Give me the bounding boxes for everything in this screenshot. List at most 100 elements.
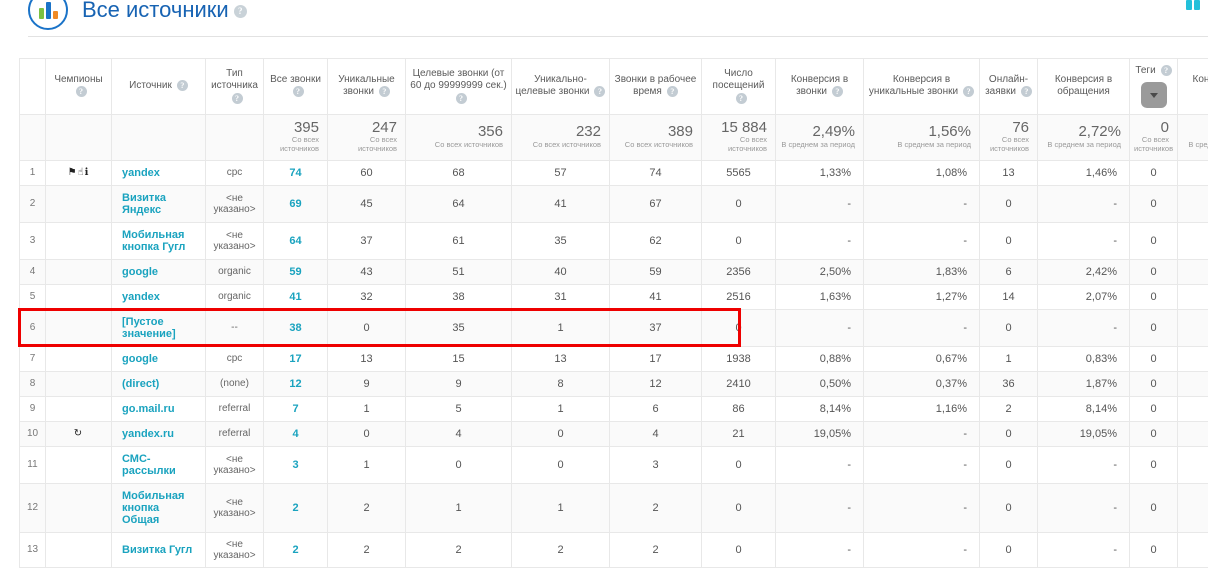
all-calls-cell[interactable]: 17 <box>264 346 328 371</box>
source-link[interactable]: yandex <box>122 291 160 303</box>
source-link[interactable]: google <box>122 353 158 365</box>
all-calls-value[interactable]: 59 <box>289 266 301 278</box>
source-link[interactable]: google <box>122 266 158 278</box>
champions-cell[interactable] <box>46 396 112 421</box>
all-calls-cell[interactable]: 38 <box>264 309 328 346</box>
all-calls-value[interactable]: 64 <box>289 235 301 247</box>
source-cell[interactable]: Мобильная кнопка Общая <box>112 483 206 532</box>
all-calls-value[interactable]: 2 <box>292 502 298 514</box>
champions-cell[interactable] <box>46 532 112 567</box>
all-calls-cell[interactable]: 41 <box>264 284 328 309</box>
all-calls-value[interactable]: 38 <box>289 322 301 334</box>
column-help-icon[interactable]: ? <box>293 86 304 97</box>
column-header-6[interactable]: Целевые звонки (от 60 до 99999999 сек.)? <box>406 59 512 115</box>
column-help-icon[interactable]: ? <box>456 93 467 104</box>
column-header-7[interactable]: Уникально-целевые звонки? <box>512 59 610 115</box>
column-help-icon[interactable]: ? <box>76 86 87 97</box>
column-help-icon[interactable]: ? <box>736 93 747 104</box>
info-icon[interactable]: ℹ <box>85 167 90 178</box>
column-help-icon[interactable]: ? <box>832 86 843 97</box>
all-calls-value[interactable]: 69 <box>289 198 301 210</box>
source-link[interactable]: СМС-рассылки <box>122 453 176 477</box>
champions-cell[interactable] <box>46 446 112 483</box>
all-calls-value[interactable]: 2 <box>292 544 298 556</box>
column-header-8[interactable]: Звонки в рабочее время? <box>610 59 702 115</box>
all-calls-cell[interactable]: 2 <box>264 532 328 567</box>
column-help-icon[interactable]: ? <box>1161 65 1172 76</box>
source-link[interactable]: (direct) <box>122 378 159 390</box>
column-header-3[interactable]: Тип источника? <box>206 59 264 115</box>
column-header-11[interactable]: Конверсия в уникальные звонки? <box>864 59 980 115</box>
column-header-5[interactable]: Уникальные звонки? <box>328 59 406 115</box>
champions-cell[interactable] <box>46 185 112 222</box>
source-cell[interactable]: Визитка Гугл <box>112 532 206 567</box>
source-cell[interactable]: Визитка Яндекс <box>112 185 206 222</box>
column-header-9[interactable]: Число посещений? <box>702 59 776 115</box>
column-header-1[interactable]: Чемпионы? <box>46 59 112 115</box>
column-header-10[interactable]: Конверсия в звонки? <box>776 59 864 115</box>
source-link[interactable]: Мобильная кнопка Общая <box>122 490 184 526</box>
column-help-icon[interactable]: ? <box>667 86 678 97</box>
source-link[interactable]: Визитка Яндекс <box>122 192 166 216</box>
all-calls-value[interactable]: 4 <box>292 428 298 440</box>
champions-cell[interactable] <box>46 371 112 396</box>
source-link[interactable]: go.mail.ru <box>122 403 175 415</box>
all-calls-cell[interactable]: 4 <box>264 421 328 446</box>
all-calls-cell[interactable]: 7 <box>264 396 328 421</box>
column-header-13[interactable]: Конверсия в обращения <box>1038 59 1130 115</box>
source-cell[interactable]: СМС-рассылки <box>112 446 206 483</box>
all-calls-cell[interactable]: 64 <box>264 222 328 259</box>
column-help-icon[interactable]: ? <box>1021 86 1032 97</box>
source-cell[interactable]: yandex <box>112 160 206 185</box>
column-header-4[interactable]: Все звонки? <box>264 59 328 115</box>
source-cell[interactable]: (direct) <box>112 371 206 396</box>
column-help-icon[interactable]: ? <box>963 86 974 97</box>
all-calls-cell[interactable]: 3 <box>264 446 328 483</box>
all-calls-value[interactable]: 17 <box>289 353 301 365</box>
column-header-0[interactable] <box>20 59 46 115</box>
hand-icon[interactable]: ☝ <box>78 167 85 178</box>
source-link[interactable]: Мобильная кнопка Гугл <box>122 229 185 253</box>
all-calls-cell[interactable]: 69 <box>264 185 328 222</box>
tags-filter-dropdown-button[interactable] <box>1141 82 1167 108</box>
all-calls-cell[interactable]: 12 <box>264 371 328 396</box>
all-calls-value[interactable]: 7 <box>292 403 298 415</box>
champions-cell[interactable] <box>46 259 112 284</box>
top-right-widget[interactable] <box>1186 0 1200 10</box>
column-header-2[interactable]: Источник? <box>112 59 206 115</box>
source-link[interactable]: Визитка Гугл <box>122 544 192 556</box>
champions-cell[interactable]: ⚑☝ℹ <box>46 160 112 185</box>
all-calls-cell[interactable]: 2 <box>264 483 328 532</box>
champions-cell[interactable] <box>46 346 112 371</box>
source-cell[interactable]: yandex.ru <box>112 421 206 446</box>
column-header-14[interactable]: Теги? <box>1130 59 1178 115</box>
refresh-icon[interactable]: ↻ <box>74 428 83 439</box>
champions-cell[interactable] <box>46 483 112 532</box>
bell-icon[interactable]: ⚑ <box>68 167 78 178</box>
source-cell[interactable]: google <box>112 259 206 284</box>
source-link[interactable]: yandex <box>122 167 160 179</box>
source-cell[interactable]: go.mail.ru <box>112 396 206 421</box>
all-calls-cell[interactable]: 59 <box>264 259 328 284</box>
all-calls-value[interactable]: 3 <box>292 459 298 471</box>
source-link[interactable]: yandex.ru <box>122 428 174 440</box>
source-link[interactable]: [Пустое значение] <box>122 316 176 340</box>
all-calls-value[interactable]: 12 <box>289 378 301 390</box>
column-help-icon[interactable]: ? <box>379 86 390 97</box>
source-cell[interactable]: yandex <box>112 284 206 309</box>
source-cell[interactable]: Мобильная кнопка Гугл <box>112 222 206 259</box>
all-calls-cell[interactable]: 74 <box>264 160 328 185</box>
column-help-icon[interactable]: ? <box>177 80 188 91</box>
